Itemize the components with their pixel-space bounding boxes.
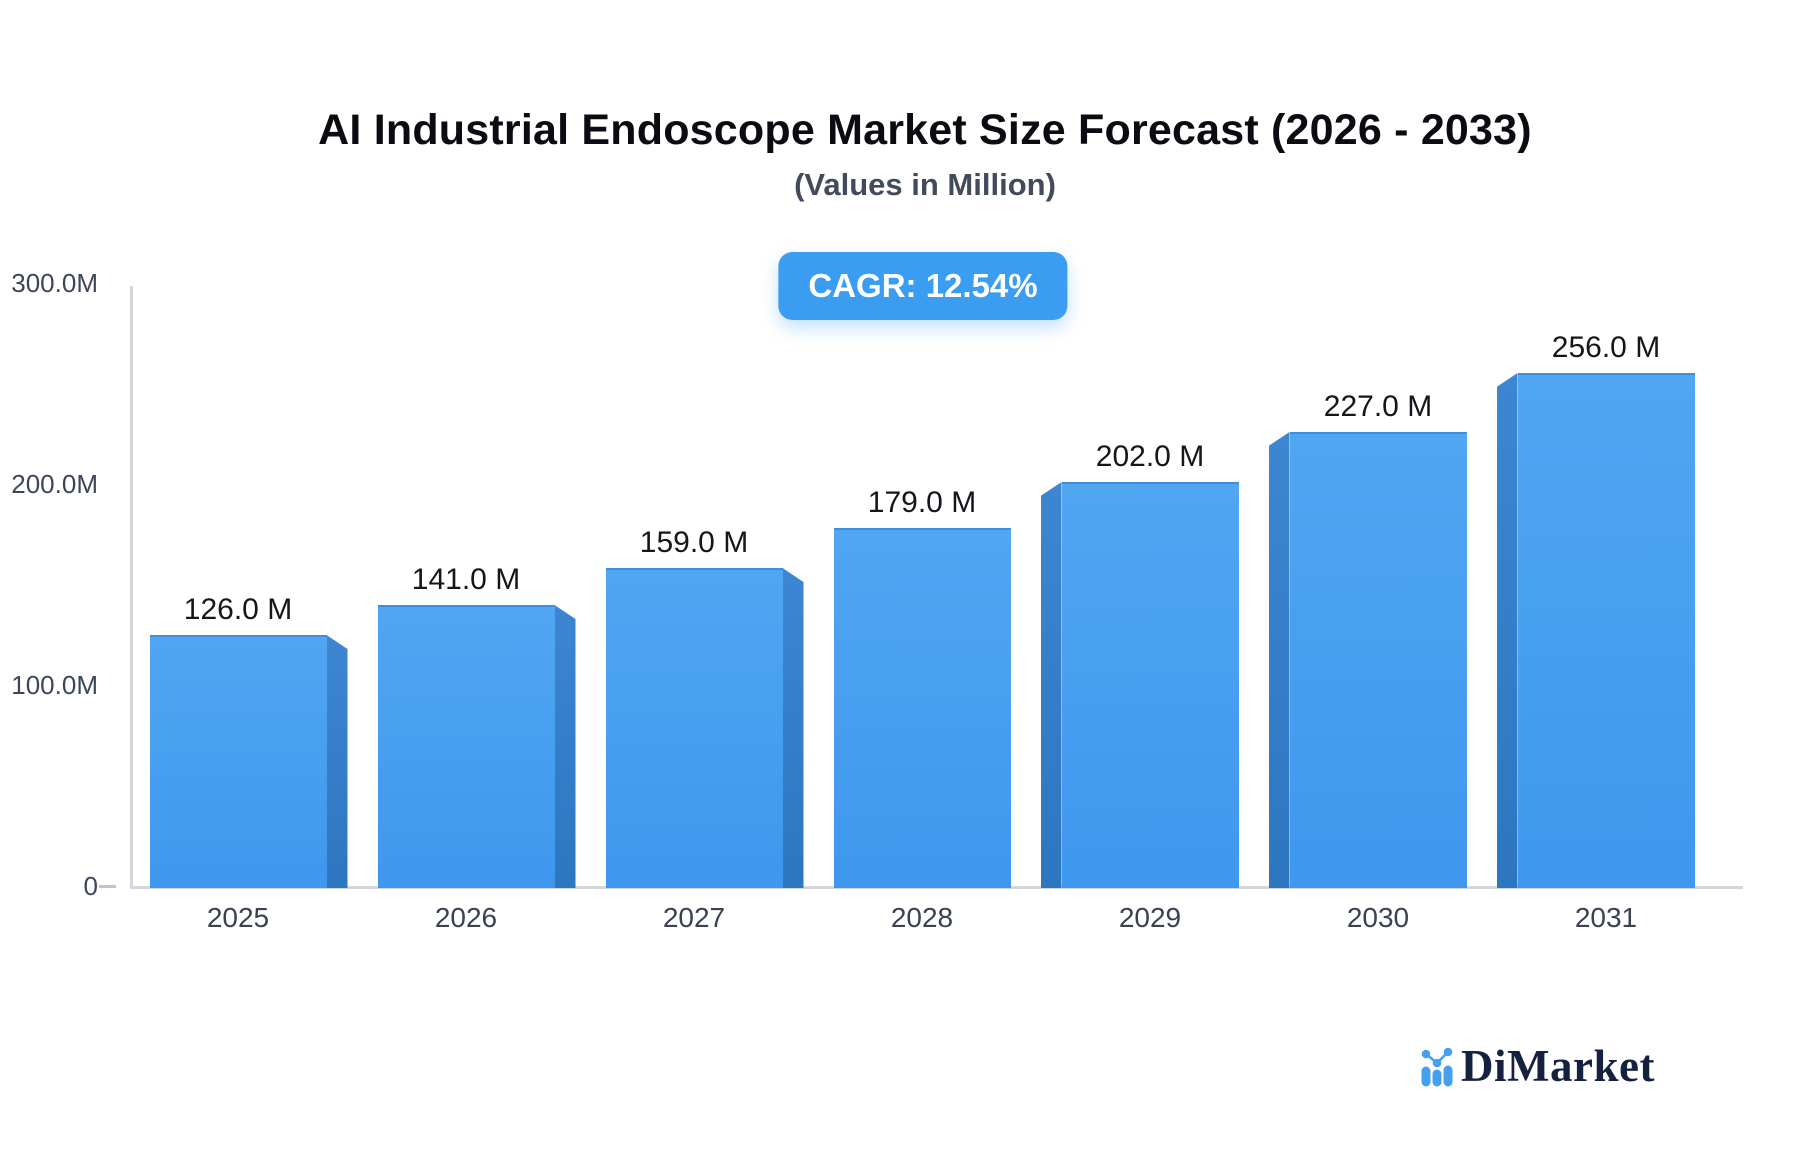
bar-side-3d [554,605,576,888]
bar-value-label: 179.0 M [867,486,977,519]
bar-face [833,528,1011,888]
bar-face [1517,373,1695,888]
bar-value-label: 227.0 M [1323,390,1433,423]
bar-face [377,605,555,888]
bar-face [1289,432,1467,888]
y-axis-label: 300.0M [11,268,98,298]
bar-value-label: 159.0 M [639,526,749,559]
bar-side-3d [1040,482,1062,888]
x-axis-label: 2025 [206,902,270,933]
logo-wordmark: DiMarket [1461,1041,1655,1091]
chart-title: AI Industrial Endoscope Market Size Fore… [318,106,1532,154]
bar-side-3d [326,635,348,888]
bar-face [1061,482,1239,888]
x-axis-label: 2029 [1118,902,1182,933]
dimarket-logo: DiMarket [1419,1041,1655,1091]
bar-value-label: 126.0 M [183,593,293,626]
x-axis-label: 2027 [662,902,726,933]
x-axis-label: 2026 [434,902,498,933]
bar-side-3d [1496,373,1518,888]
chart-subtitle: (Values in Million) [794,167,1056,202]
bar-line-chart-icon [1421,1047,1453,1087]
bar-value-label: 256.0 M [1551,331,1661,364]
cagr-badge: CAGR: 12.54% [778,252,1068,320]
y-axis-label: 0 [83,871,98,901]
y-axis-label: 100.0M [11,670,98,700]
x-axis-label: 2028 [890,902,954,933]
bar-value-label: 141.0 M [411,563,521,596]
y-axis-line [130,286,133,888]
bar-side-3d [1268,432,1290,888]
x-axis-label: 2031 [1574,902,1638,933]
bar-value-label: 202.0 M [1095,440,1205,473]
bar-side-3d [782,568,804,888]
bar-face [149,635,327,888]
y-axis-label: 200.0M [11,469,98,499]
y-axis-zero-tick [99,885,116,888]
bar-face [605,568,783,888]
x-axis-label: 2030 [1346,902,1410,933]
